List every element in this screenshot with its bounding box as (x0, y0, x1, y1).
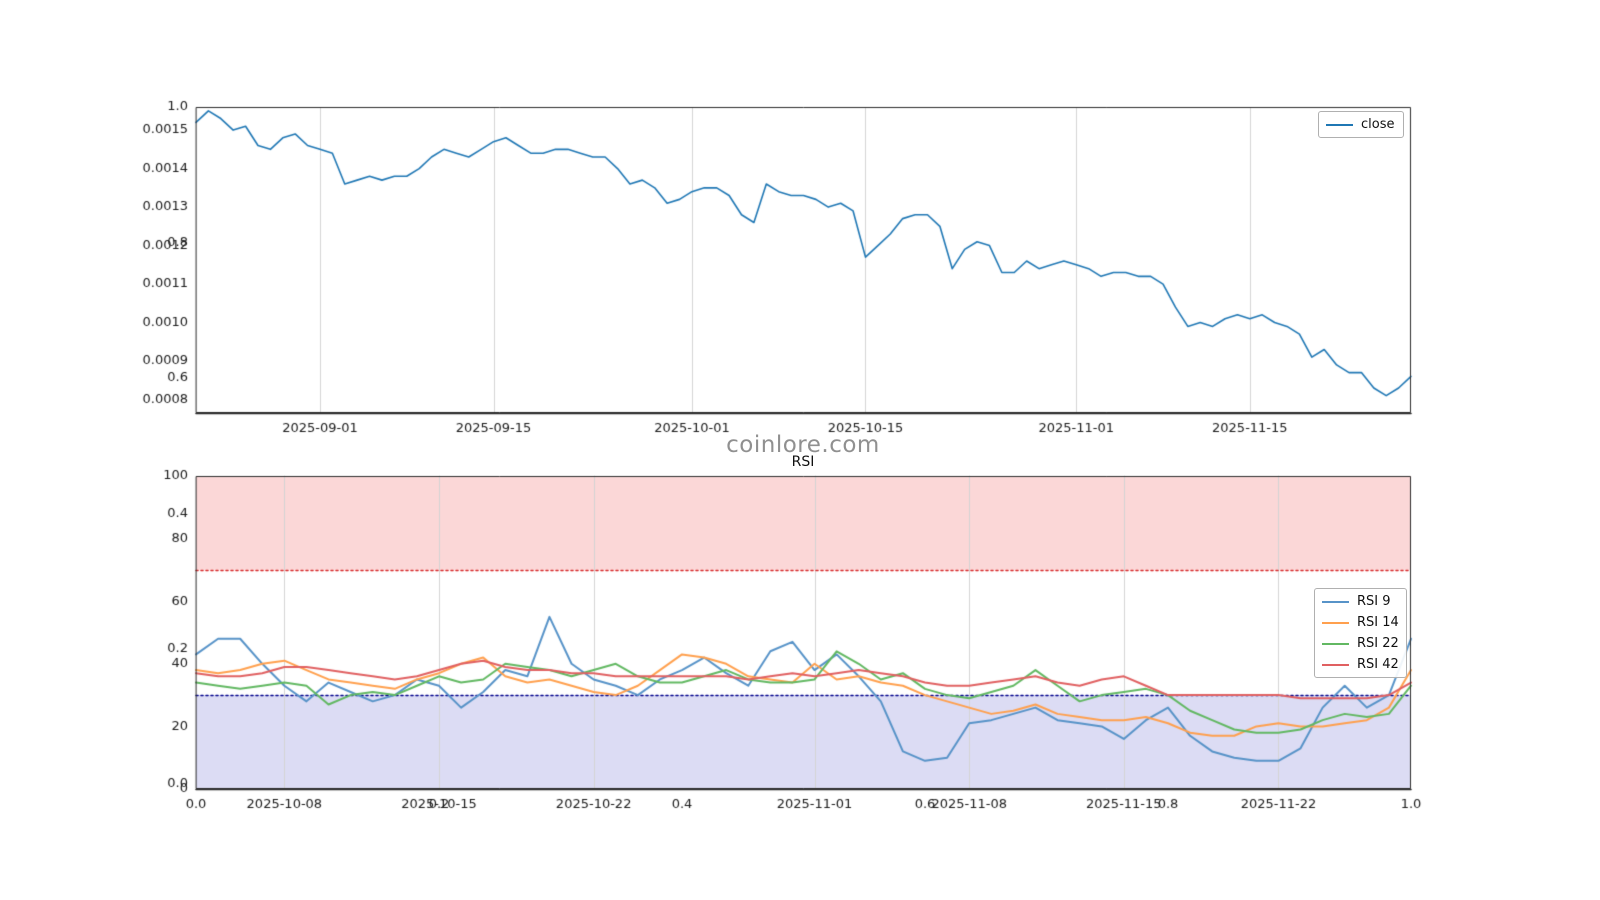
rsi-chart-title: RSI (791, 454, 815, 470)
legend-label: RSI 42 (1357, 657, 1399, 672)
legend-item-rsi-14: RSI 14 (1322, 612, 1399, 633)
legend-item-rsi-22: RSI 22 (1322, 633, 1399, 654)
legend-label: RSI 14 (1357, 615, 1399, 630)
legend-line-icon (1326, 123, 1353, 126)
legend-line-icon (1322, 663, 1349, 666)
legend-item-rsi-9: RSI 9 (1322, 591, 1399, 612)
legend-line-icon (1322, 600, 1349, 603)
legend-close: close (1318, 111, 1404, 138)
legend-item-close: close (1326, 114, 1396, 135)
legend-label: RSI 22 (1357, 636, 1399, 651)
legend-label: RSI 9 (1357, 594, 1391, 609)
legend-line-icon (1322, 621, 1349, 624)
legend-label: close (1361, 117, 1395, 132)
legend-item-rsi-42: RSI 42 (1322, 654, 1399, 675)
legend-line-icon (1322, 642, 1349, 645)
legend-rsi: RSI 9 RSI 14 RSI 22 RSI 42 (1314, 588, 1407, 678)
